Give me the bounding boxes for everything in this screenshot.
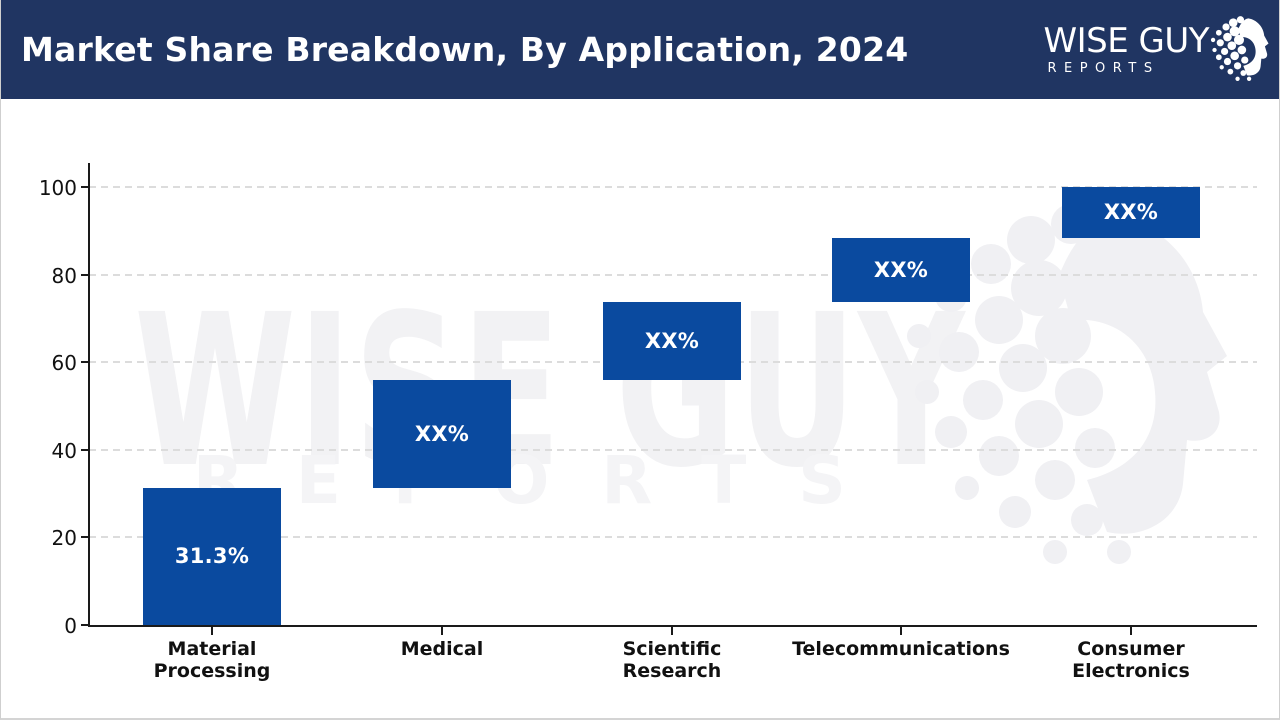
brand-logo-text: WISE GUY REPORTS <box>1043 20 1209 77</box>
x-category-label-line: Research <box>622 659 722 682</box>
bar-2: XX% <box>373 380 511 488</box>
bar-value-label: XX% <box>1103 200 1159 225</box>
x-tick-1 <box>211 627 213 635</box>
bar-1: 31.3% <box>143 487 281 625</box>
x-category-label-line: Consumer <box>1077 638 1185 660</box>
y-tick-80 <box>81 273 89 276</box>
gridline-100 <box>89 186 1257 188</box>
bar-value-label: XX% <box>873 257 929 282</box>
y-tick-label-60: 60 <box>51 351 77 376</box>
x-tick-2 <box>441 627 443 635</box>
x-tick-4 <box>900 627 902 635</box>
logo-subtext: REPORTS <box>1047 61 1160 77</box>
gridline-40 <box>89 448 1257 451</box>
x-category-label: Medical <box>322 638 562 661</box>
watermark-subtext: REPORTS <box>193 442 898 519</box>
gridline-80 <box>89 273 1257 276</box>
bar-3: XX% <box>603 302 741 381</box>
chart-title: Market Share Breakdown, By Application, … <box>21 30 909 69</box>
y-tick-label-0: 0 <box>64 614 77 638</box>
y-tick-label-40: 40 <box>51 438 77 463</box>
x-axis-line <box>88 625 1257 627</box>
bar-value-label: XX% <box>644 329 700 354</box>
y-tick-40 <box>81 448 89 451</box>
x-category-label-line: Scientific <box>622 638 722 660</box>
x-category-label-line: Medical <box>400 638 484 660</box>
y-tick-label-80: 80 <box>51 263 77 288</box>
watermark-wordmark: WISE GUY <box>134 269 966 514</box>
brand-logo: WISE GUY REPORTS <box>1043 5 1275 95</box>
y-tick-0 <box>81 624 89 626</box>
bar-5: XX% <box>1062 187 1200 238</box>
x-category-label: Material Processing <box>92 638 332 683</box>
y-tick-label-20: 20 <box>51 526 77 551</box>
y-tick-20 <box>81 536 89 539</box>
header-bar: Market Share Breakdown, By Application, … <box>1 0 1279 99</box>
logo-head-icon <box>1203 8 1275 92</box>
x-category-label: Telecommunications <box>781 638 1021 661</box>
x-category-label: Consumer Electronics <box>1011 638 1251 683</box>
x-category-label-line: Processing <box>153 659 271 682</box>
x-category-label-line: Telecommunications <box>792 638 1010 660</box>
y-tick-label-100: 100 <box>38 176 77 200</box>
x-category-label-line: Electronics <box>1072 659 1190 682</box>
x-category-label: Scientific Research <box>552 638 792 683</box>
bar-value-label: XX% <box>414 422 470 447</box>
x-tick-5 <box>1130 627 1132 635</box>
x-tick-3 <box>671 627 673 635</box>
bar-value-label: 31.3% <box>174 544 250 569</box>
logo-wordmark: WISE GUY <box>1043 20 1209 61</box>
y-tick-60 <box>81 361 89 364</box>
y-tick-100 <box>81 186 89 188</box>
gridline-20 <box>89 536 1257 539</box>
bar-4: XX% <box>832 237 970 303</box>
x-category-label-line: Material <box>167 638 257 660</box>
y-axis-line <box>88 163 90 627</box>
